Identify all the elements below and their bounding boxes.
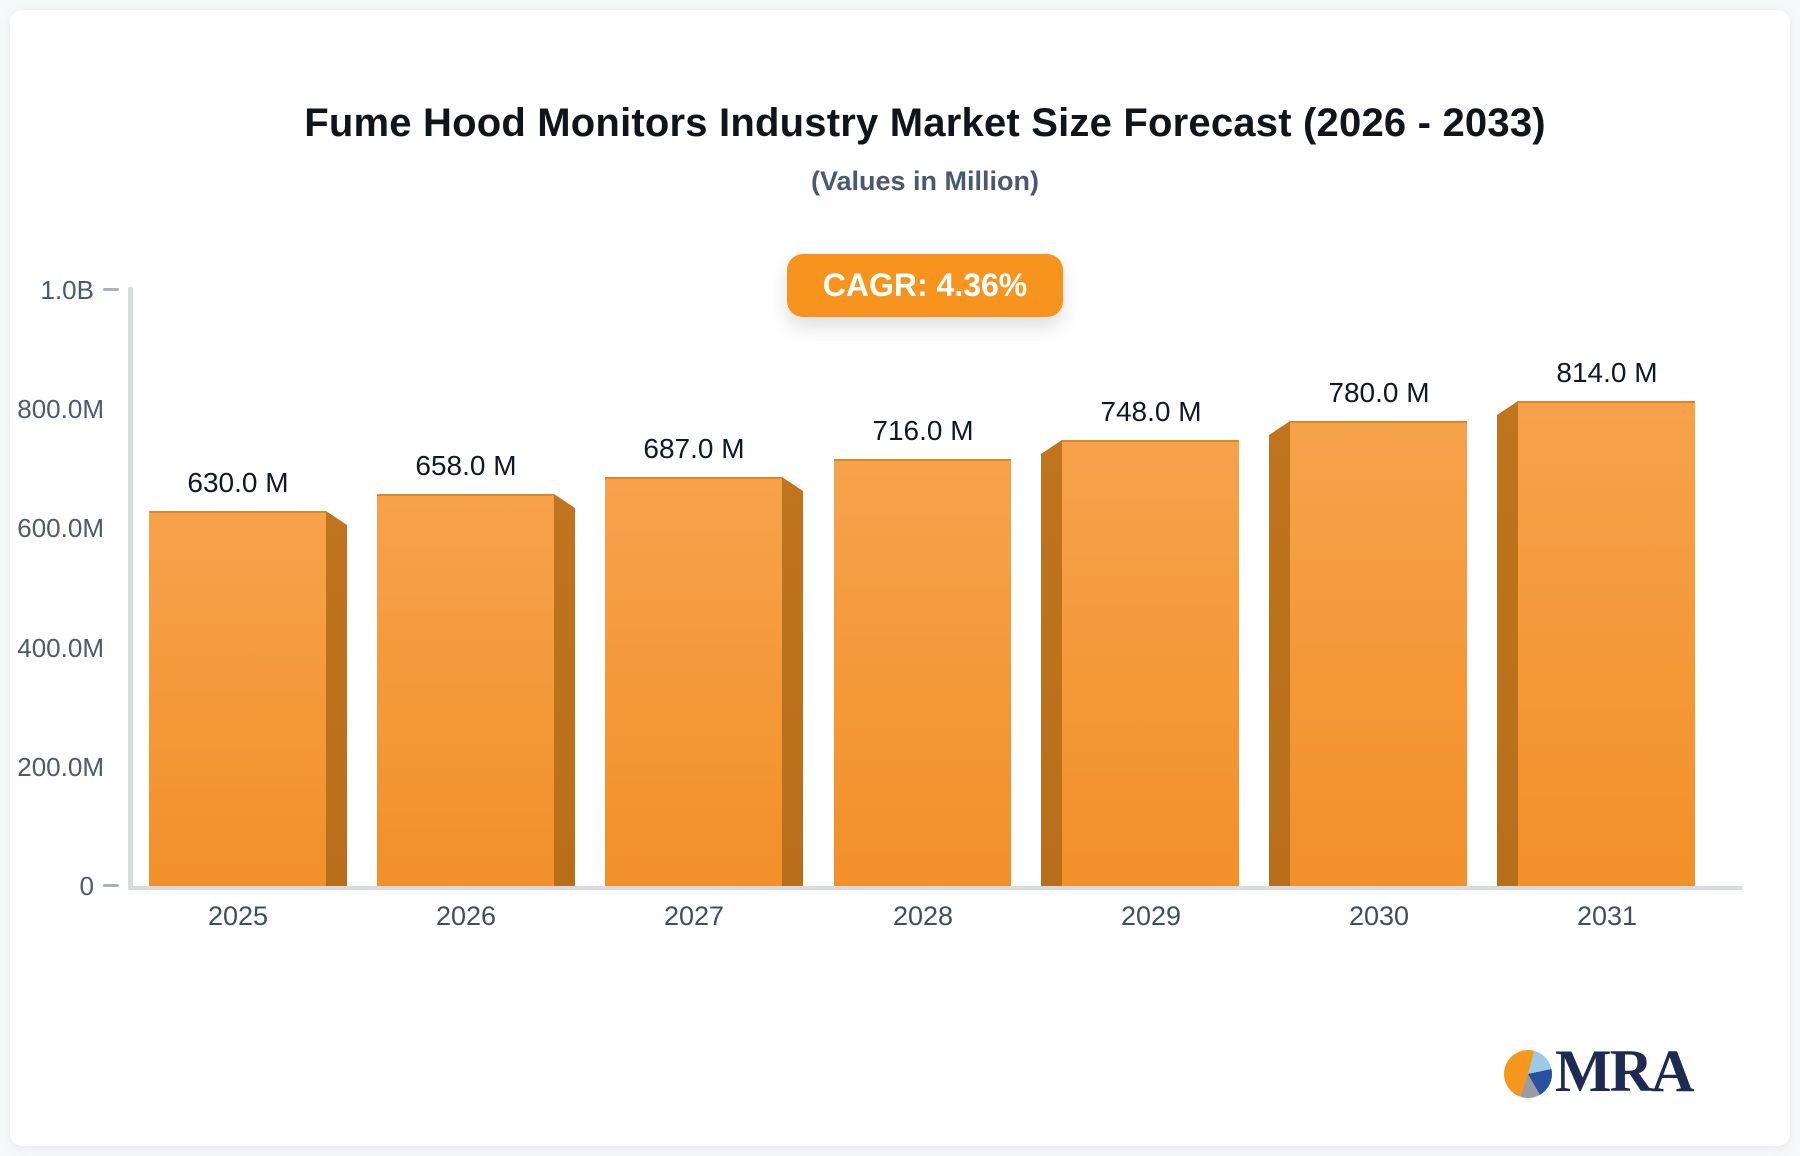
y-tick-label: 600.0M bbox=[17, 513, 104, 544]
bar[interactable] bbox=[834, 459, 1011, 886]
bar[interactable] bbox=[1290, 421, 1467, 886]
x-tick-label: 2030 bbox=[1348, 901, 1410, 931]
bar-value-label: 780.0 M bbox=[1328, 377, 1430, 408]
bar-side-face bbox=[554, 494, 575, 886]
bar-value-label: 748.0 M bbox=[1100, 396, 1202, 427]
x-axis-line bbox=[128, 886, 1743, 890]
chart-title: Fume Hood Monitors Industry Market Size … bbox=[304, 101, 1546, 145]
bar-side-face bbox=[326, 511, 347, 886]
x-tick-label: 2031 bbox=[1576, 901, 1638, 931]
bar-value-label: 687.0 M bbox=[643, 433, 745, 464]
x-tick-label: 2027 bbox=[663, 901, 725, 931]
bar-side-face bbox=[782, 477, 803, 886]
bar-side-face bbox=[1041, 440, 1062, 886]
y-tick-label: 0 bbox=[79, 871, 94, 901]
y-tick-mark bbox=[103, 288, 119, 291]
y-tick-mark bbox=[103, 884, 119, 887]
logo-text: MRA bbox=[1555, 1038, 1694, 1104]
y-tick-label: 400.0M bbox=[17, 632, 104, 663]
bar[interactable] bbox=[149, 511, 326, 886]
x-tick-label: 2029 bbox=[1120, 901, 1182, 931]
bar-side-face bbox=[1269, 421, 1290, 886]
bar[interactable] bbox=[605, 477, 782, 886]
chart-subtitle: (Values in Million) bbox=[810, 166, 1040, 196]
bar-value-label: 630.0 M bbox=[187, 467, 289, 498]
brand-logo: MRA bbox=[1504, 1036, 1724, 1106]
cagr-badge: CAGR: 4.36% bbox=[787, 254, 1063, 317]
y-tick-label: 1.0B bbox=[40, 275, 95, 305]
y-axis-line bbox=[128, 287, 133, 889]
y-tick-label: 800.0M bbox=[17, 394, 104, 425]
bar[interactable] bbox=[1062, 440, 1239, 886]
x-tick-label: 2028 bbox=[892, 901, 954, 931]
y-tick-label: 200.0M bbox=[17, 751, 104, 782]
logo-pie-icon bbox=[1504, 1050, 1552, 1098]
bar-value-label: 658.0 M bbox=[415, 450, 517, 481]
bar-value-label: 814.0 M bbox=[1556, 357, 1658, 388]
bar-value-label: 716.0 M bbox=[872, 415, 974, 446]
x-tick-label: 2026 bbox=[435, 901, 497, 931]
x-tick-label: 2025 bbox=[207, 901, 269, 931]
bar-side-face bbox=[1497, 401, 1518, 886]
bar[interactable] bbox=[377, 494, 554, 886]
bar[interactable] bbox=[1518, 401, 1695, 886]
